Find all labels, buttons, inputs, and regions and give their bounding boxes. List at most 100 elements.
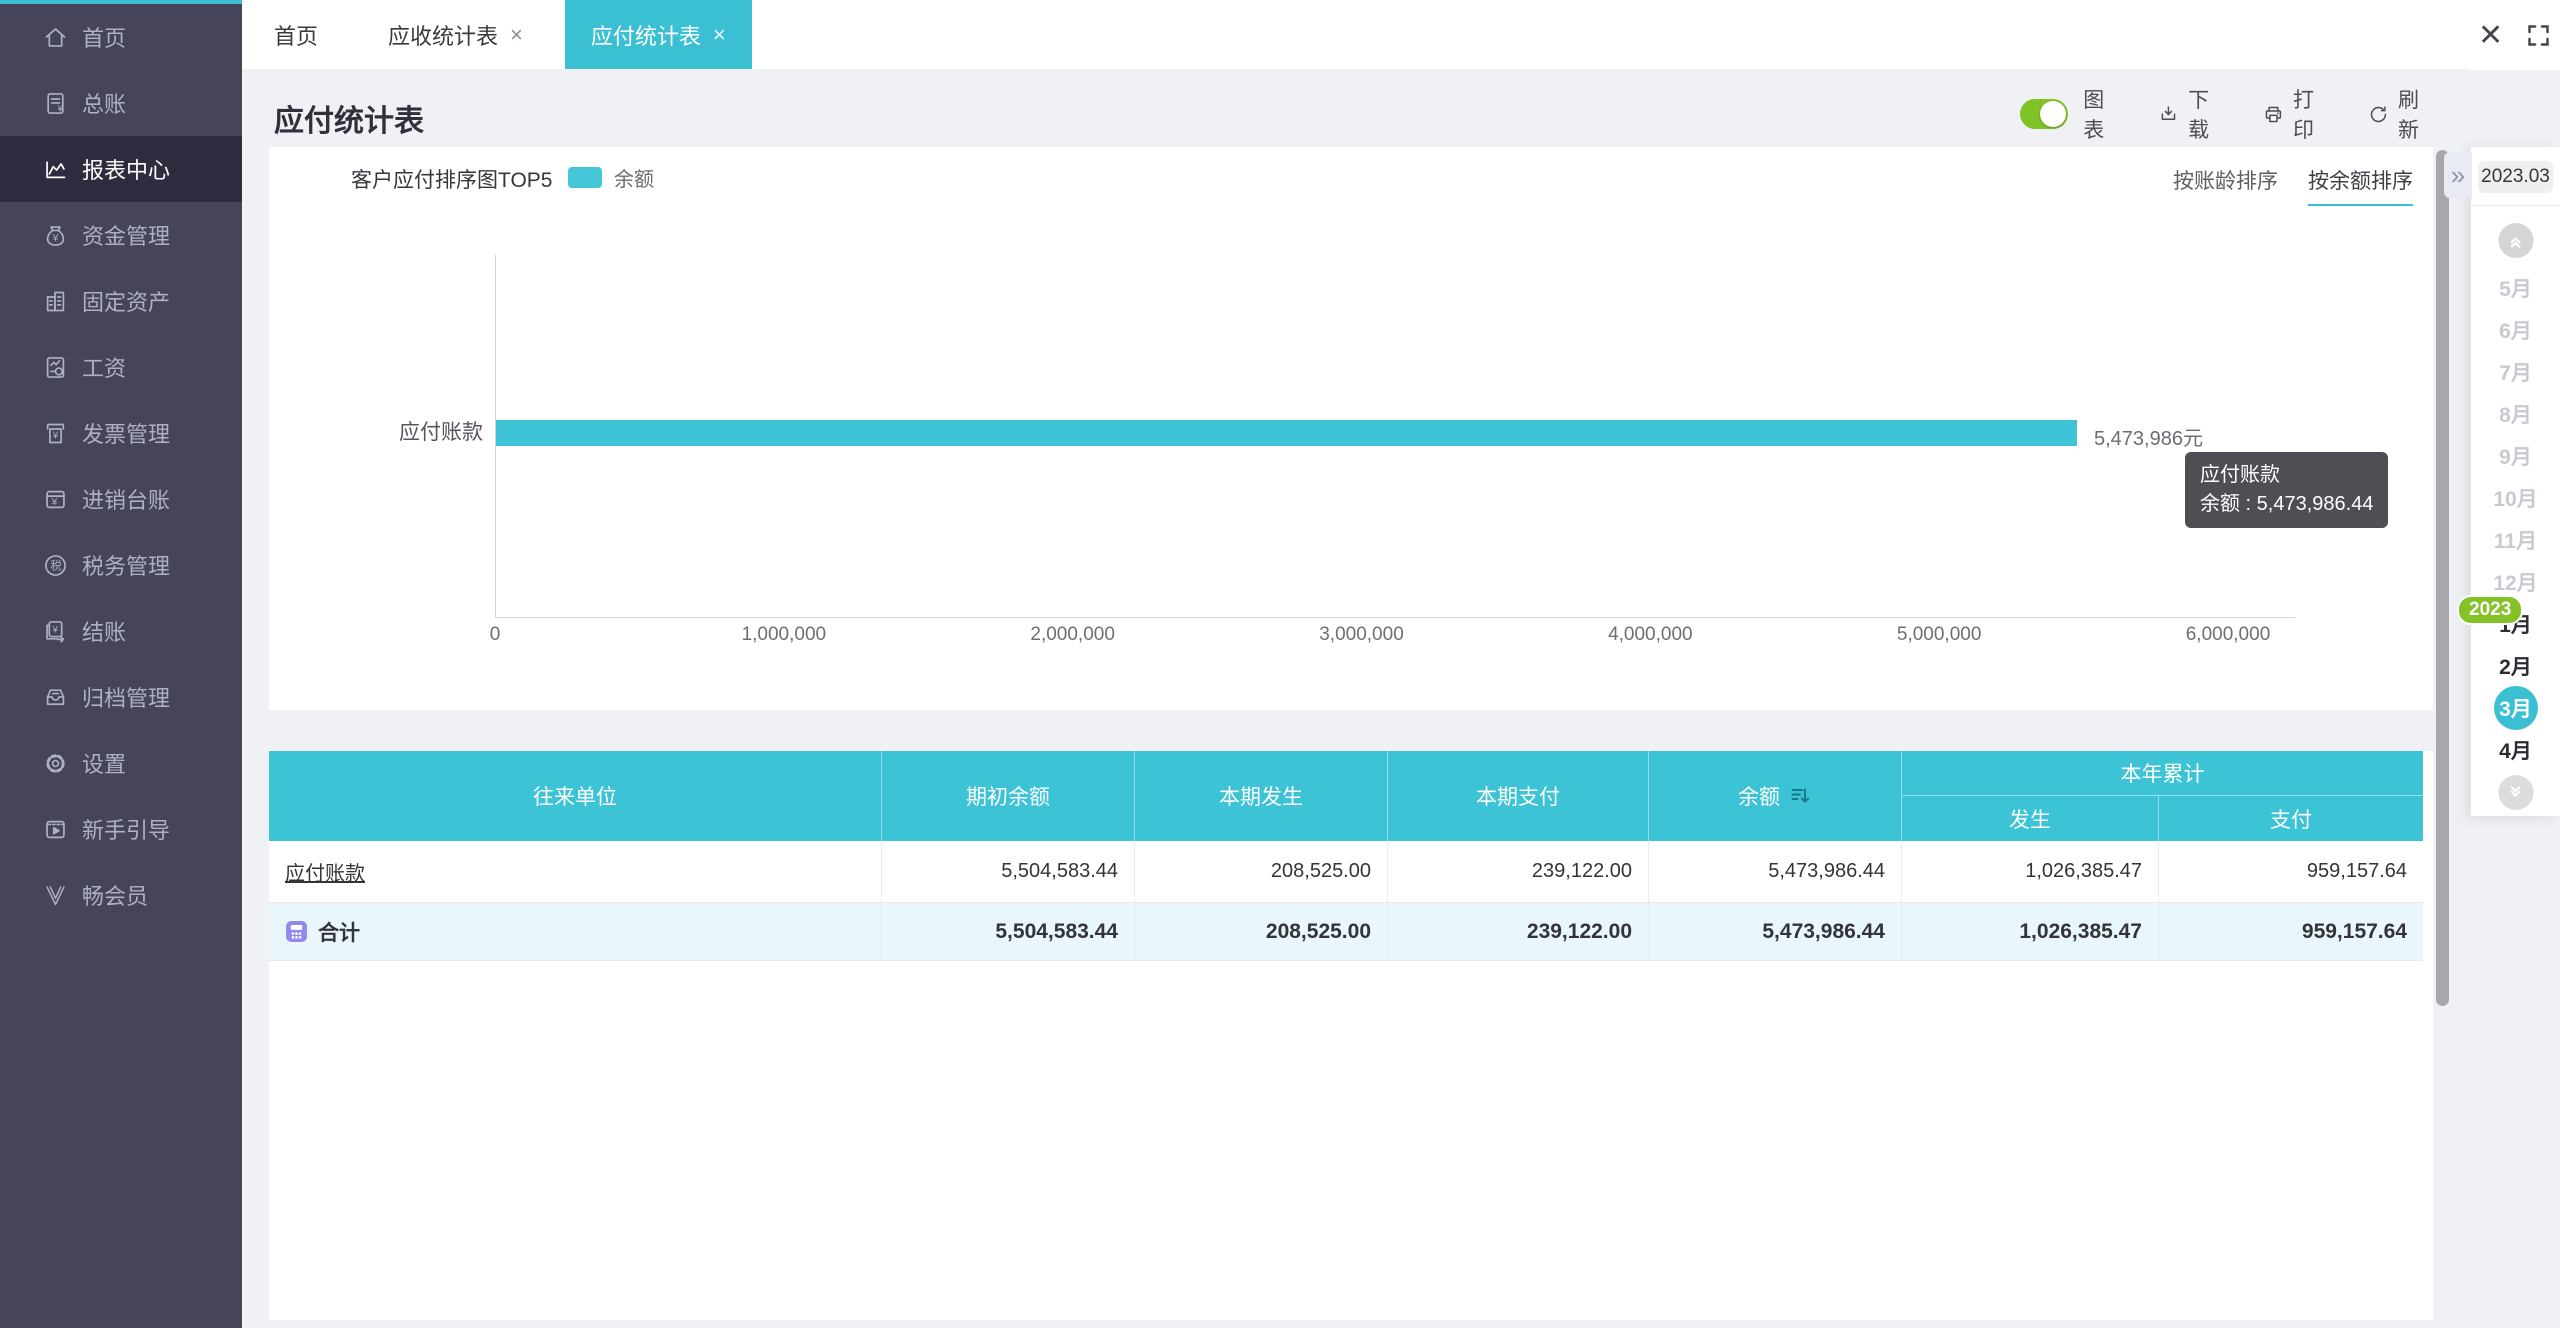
chart-title: 客户应付排序图TOP5 xyxy=(351,169,553,192)
sidebar-item-label: 畅会员 xyxy=(82,884,149,909)
print-button[interactable]: 打印 xyxy=(2263,84,2328,144)
cell-unit: 应付账款 xyxy=(269,841,882,902)
balance-bar[interactable] xyxy=(496,420,2077,446)
content-scrollbar[interactable] xyxy=(2436,150,2449,1006)
tab-label: 首页 xyxy=(274,23,319,49)
current-period-chip[interactable]: 2023.03 xyxy=(2478,161,2553,193)
fullscreen-icon[interactable] xyxy=(2525,22,2552,49)
sidebar-item-tax[interactable]: 税 税务管理 xyxy=(0,532,242,598)
sidebar-item-salary[interactable]: 工资 xyxy=(0,334,242,400)
sidebar-item-settings[interactable]: 设置 xyxy=(0,730,242,796)
print-icon xyxy=(2265,106,2282,122)
month-label: 5月 xyxy=(2499,278,2532,301)
chart-legend[interactable]: 余额 xyxy=(568,163,654,192)
sidebar-item-label: 进销台账 xyxy=(82,488,171,513)
tab-label: 应收统计表 xyxy=(388,23,499,49)
page-title: 应付统计表 xyxy=(274,105,424,138)
sidebar-item-label: 首页 xyxy=(82,26,127,51)
svg-text:¥: ¥ xyxy=(52,624,59,634)
cell-total-opening-balance: 5,504,583.44 xyxy=(882,903,1135,960)
col-header-balance[interactable]: 余额 xyxy=(1649,751,1902,841)
x-axis-tick-label: 6,000,000 xyxy=(2185,624,2271,645)
month-item-7月[interactable]: 7月 xyxy=(2471,351,2560,393)
cell-balance: 5,473,986.44 xyxy=(1649,841,1902,902)
month-label: 2月 xyxy=(2499,656,2532,679)
month-item-4月[interactable]: 4月 xyxy=(2471,729,2560,771)
panel-collapse-button[interactable]: » xyxy=(2444,152,2472,198)
sidebar-item-purchase-sales[interactable]: ¥ 进销台账 xyxy=(0,466,242,532)
sort-by-age-link[interactable]: 按账龄排序 xyxy=(2173,170,2278,193)
month-item-5月[interactable]: 5月 xyxy=(2471,267,2560,309)
chart-toggle-label: 图表 xyxy=(2083,89,2105,142)
window-close-icon[interactable]: ✕ xyxy=(2478,18,2504,52)
cell-total-label: 合计 xyxy=(269,903,882,960)
month-item-2月[interactable]: 2月 xyxy=(2471,645,2560,687)
chart-sort-links: 按账龄排序 按余额排序 xyxy=(2173,165,2413,206)
chart-toggle[interactable] xyxy=(2020,99,2069,129)
cell-current-incurred: 208,525.00 xyxy=(1135,841,1388,902)
month-item-10月[interactable]: 10月 xyxy=(2471,477,2560,519)
tab-home[interactable]: 首页 xyxy=(264,0,328,69)
svg-text:¥: ¥ xyxy=(52,233,59,244)
report-toolbar: 图表 下载 打印 刷新 xyxy=(2020,89,2433,142)
sort-by-balance-link[interactable]: 按余额排序 xyxy=(2308,165,2413,206)
sidebar-item-label: 税务管理 xyxy=(82,554,171,579)
payable-summary-table-card: 往来单位 期初余额 本期发生 本期支付 余额 本年累计 发生 支付 应付账款 5… xyxy=(269,751,2433,1320)
month-item-9月[interactable]: 9月 xyxy=(2471,435,2560,477)
date-panel: 2023.03 5月 6月 7月 8月 9月 10月 11月 12月 1月 2月 3月 4月 2023 xyxy=(2457,147,2560,816)
col-header-ytd-paid: 支付 xyxy=(2270,808,2312,832)
refresh-button[interactable]: 刷新 xyxy=(2368,84,2433,144)
month-label: 10月 xyxy=(2493,488,2538,511)
sidebar-item-archive[interactable]: 归档管理 xyxy=(0,664,242,730)
sidebar-item-fixed-assets[interactable]: 固定资产 xyxy=(0,268,242,334)
tab-close-icon[interactable]: × xyxy=(510,21,523,47)
svg-text:税: 税 xyxy=(50,558,61,572)
month-item-11月[interactable]: 11月 xyxy=(2471,519,2560,561)
tab-receivable-report[interactable]: 应收统计表 × xyxy=(378,0,533,69)
x-axis-tick-label: 0 xyxy=(489,624,501,645)
sidebar-item-general-ledger[interactable]: ¥ 总账 xyxy=(0,70,242,136)
col-header-current-paid: 本期支付 xyxy=(1388,751,1649,841)
sidebar-item-invoice[interactable]: ¥ 发票管理 xyxy=(0,400,242,466)
home-icon xyxy=(42,24,69,51)
month-item-8月[interactable]: 8月 xyxy=(2471,393,2560,435)
tab-close-icon[interactable]: × xyxy=(712,21,726,47)
chevrons-up-icon xyxy=(2510,236,2521,248)
col-header-ytd-incurred: 发生 xyxy=(1902,796,2159,841)
fixed-assets-icon xyxy=(42,288,69,315)
scroll-up-button[interactable] xyxy=(2498,223,2533,258)
tab-payable-report[interactable]: 应付统计表 × xyxy=(564,0,752,69)
scroll-down-button[interactable] xyxy=(2498,775,2533,810)
month-label: 12月 xyxy=(2493,572,2538,595)
panel-divider xyxy=(2471,205,2560,206)
col-header-ytd-group: 本年累计 xyxy=(1902,751,2423,796)
x-axis-tick-label: 5,000,000 xyxy=(1896,624,1982,645)
svg-text:¥: ¥ xyxy=(51,497,58,508)
cell-total-ytd-incurred: 1,026,385.47 xyxy=(1902,903,2159,960)
report-center-icon xyxy=(42,156,69,183)
sidebar-item-home[interactable]: 首页 xyxy=(0,4,242,70)
month-label: 7月 xyxy=(2499,362,2532,385)
guide-play-icon xyxy=(42,816,69,843)
cell-current-paid: 239,122.00 xyxy=(1388,841,1649,902)
year-badge: 2023 xyxy=(2457,595,2524,625)
chart-tooltip: 应付账款 余额 : 5,473,986.44 xyxy=(2185,452,2389,528)
sidebar-item-label: 新手引导 xyxy=(82,818,171,843)
sidebar-item-funds[interactable]: ¥ 资金管理 xyxy=(0,202,242,268)
sidebar-item-guide[interactable]: 新手引导 xyxy=(0,796,242,862)
balance-sort-desc-icon[interactable] xyxy=(1788,784,1812,808)
x-axis-tick-label: 3,000,000 xyxy=(1319,624,1404,645)
table-header: 往来单位 期初余额 本期发生 本期支付 余额 本年累计 发生 支付 xyxy=(269,751,2423,841)
month-label: 11月 xyxy=(2493,530,2538,553)
month-item-3月-selected[interactable]: 3月 xyxy=(2471,686,2560,730)
month-item-6月[interactable]: 6月 xyxy=(2471,309,2560,351)
sidebar-item-closing[interactable]: ¥ 结账 xyxy=(0,598,242,664)
tab-bar: 首页 应收统计表 × 应付统计表 × xyxy=(242,0,2560,70)
sidebar-item-member[interactable]: 畅会员 xyxy=(0,862,242,928)
download-button[interactable]: 下载 xyxy=(2158,84,2223,144)
sidebar-item-report-center[interactable]: 报表中心 xyxy=(0,136,242,202)
payable-row-link[interactable]: 应付账款 xyxy=(285,863,365,885)
month-item-12月[interactable]: 12月 xyxy=(2471,561,2560,603)
sidebar-item-label: 发票管理 xyxy=(82,422,171,447)
x-axis-tick-label: 1,000,000 xyxy=(741,624,827,645)
